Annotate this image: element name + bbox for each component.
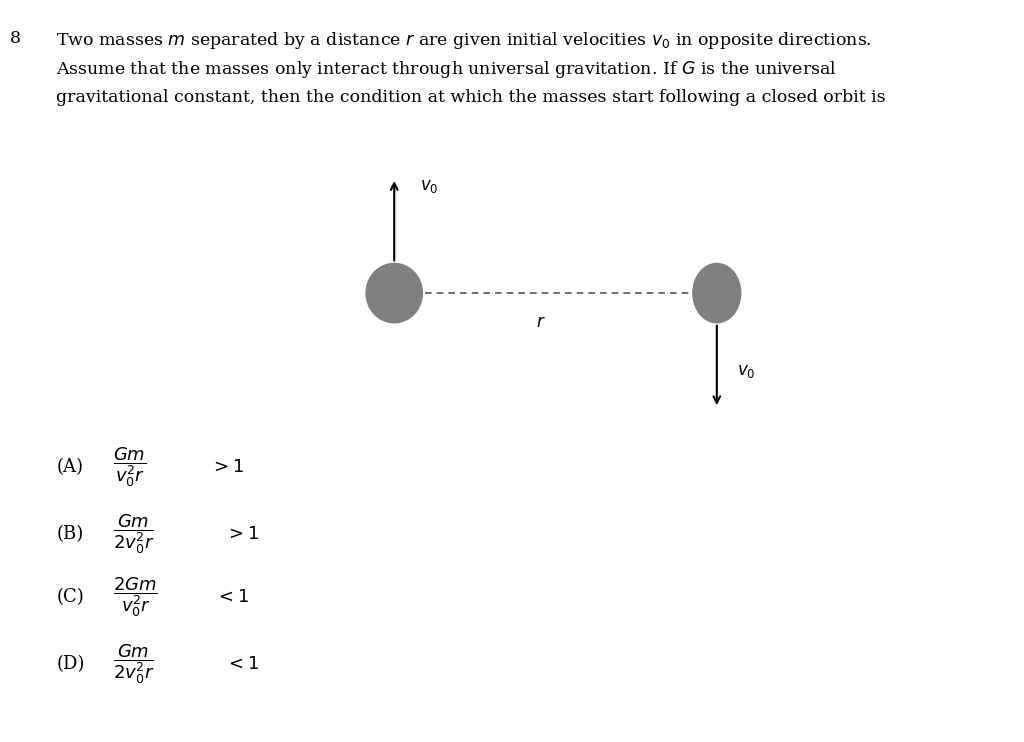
Text: $< 1$: $< 1$ [215, 588, 249, 606]
Text: (C): (C) [56, 588, 84, 606]
Text: $\dfrac{Gm}{v_0^2 r}$: $\dfrac{Gm}{v_0^2 r}$ [113, 446, 146, 489]
Text: 8: 8 [10, 30, 22, 47]
Text: $v_0$: $v_0$ [737, 363, 756, 379]
Text: $< 1$: $< 1$ [225, 655, 259, 673]
Text: (D): (D) [56, 655, 85, 673]
Ellipse shape [693, 263, 740, 323]
Text: (A): (A) [56, 459, 83, 476]
Text: $\dfrac{2Gm}{v_0^2 r}$: $\dfrac{2Gm}{v_0^2 r}$ [113, 576, 158, 619]
Text: $\dfrac{Gm}{2v_0^2 r}$: $\dfrac{Gm}{2v_0^2 r}$ [113, 513, 155, 556]
Text: Two masses $m$ separated by a distance $r$ are given initial velocities $v_0$ in: Two masses $m$ separated by a distance $… [56, 30, 872, 50]
Text: $\dfrac{Gm}{2v_0^2 r}$: $\dfrac{Gm}{2v_0^2 r}$ [113, 643, 155, 686]
Ellipse shape [367, 263, 423, 323]
Text: $r$: $r$ [536, 315, 546, 331]
Text: $> 1$: $> 1$ [210, 459, 244, 476]
Text: $v_0$: $v_0$ [420, 179, 438, 195]
Text: Assume that the masses only interact through universal gravitation. If $G$ is th: Assume that the masses only interact thr… [56, 59, 837, 80]
Text: (B): (B) [56, 525, 84, 543]
Text: $> 1$: $> 1$ [225, 525, 259, 543]
Text: gravitational constant, then the condition at which the masses start following a: gravitational constant, then the conditi… [56, 89, 886, 106]
